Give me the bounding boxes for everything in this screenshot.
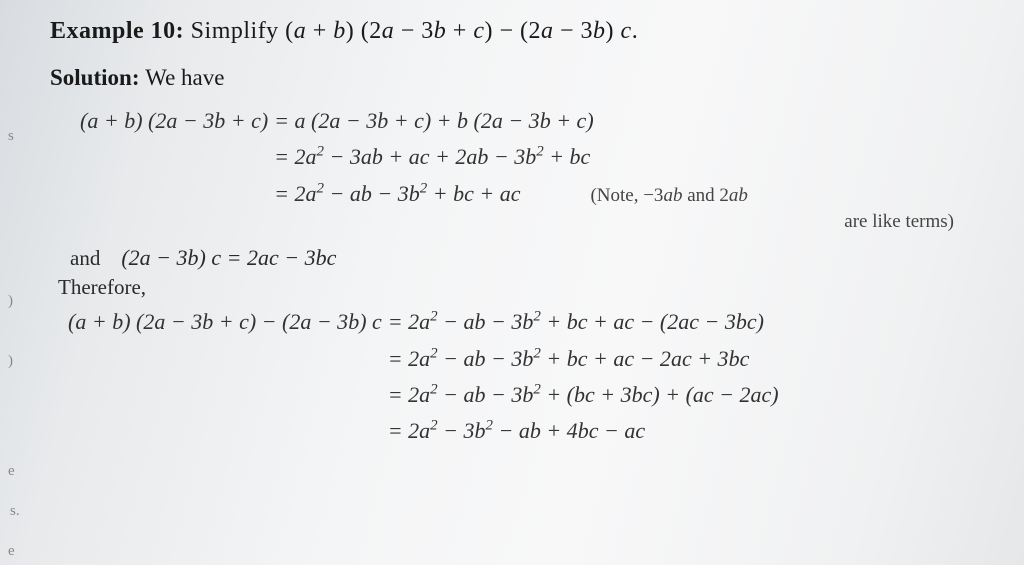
eq-rhs-1: = a (2a − 3b + c) + b (2a − 3b + c) [274,103,748,139]
eq2-rhs-4: = 2a2 − 3b2 − ab + 4bc − ac [388,413,779,449]
margin-mark: e [8,543,15,560]
eq-rhs-2: = 2a2 − 3ab + ac + 2ab − 3b2 + bc [274,139,748,175]
lhs-column-2: (a + b) (2a − 3b + c) − (2a − 3b) c [68,304,388,449]
margin-mark: e [8,463,15,480]
example-label: Example 10: [50,18,184,44]
eq2-rhs-2: = 2a2 − ab − 3b2 + bc + ac − 2ac + 3bc [388,341,779,377]
and-label: and [70,246,100,270]
margin-mark: ) [8,353,13,370]
and-line: and (2a − 3b) c = 2ac − 3bc [70,245,994,271]
therefore-label: Therefore, [58,275,994,300]
page-content: s ) ) e s. e Example 10: Simplify (a + b… [50,18,994,449]
eq2-rhs-1: = 2a2 − ab − 3b2 + bc + ac − (2ac − 3bc) [388,304,779,340]
and-equation: (2a − 3b) c = 2ac − 3bc [121,245,336,270]
lhs-column: (a + b) (2a − 3b + c) [80,103,274,212]
margin-mark: s [8,128,14,145]
rhs-column-2: = 2a2 − ab − 3b2 + bc + ac − (2ac − 3bc)… [388,304,779,449]
example-problem: Simplify (a + b) (2a − 3b + c) − (2a − 3… [191,18,639,44]
solution-label: Solution: [50,65,139,90]
eq2-rhs-3: = 2a2 − ab − 3b2 + (bc + 3bc) + (ac − 2a… [388,377,779,413]
eq-lhs: (a + b) (2a − 3b + c) [80,103,268,139]
example-heading: Example 10: Simplify (a + b) (2a − 3b + … [50,18,994,45]
math-block-1: (a + b) (2a − 3b + c) = a (2a − 3b + c) … [80,103,994,237]
math-block-2: (a + b) (2a − 3b + c) − (2a − 3b) c = 2a… [68,304,994,449]
rhs-column: = a (2a − 3b + c) + b (2a − 3b + c) = 2a… [274,103,748,212]
eq-rhs-3: = 2a2 − ab − 3b2 + bc + ac(Note, −3ab an… [274,176,748,212]
margin-mark: ) [8,293,13,310]
solution-heading: Solution: We have [50,65,994,91]
margin-mark: s. [10,503,20,520]
we-have-text: We have [145,65,224,90]
eq2-lhs: (a + b) (2a − 3b + c) − (2a − 3b) c [68,304,382,340]
